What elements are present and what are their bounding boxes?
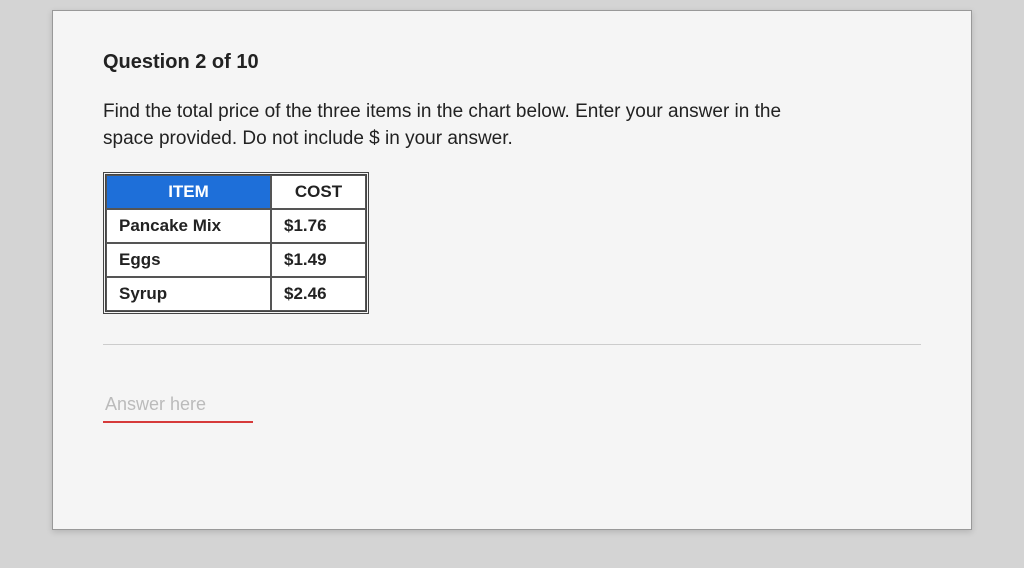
table-cell-cost: $1.49	[271, 243, 366, 277]
answer-area	[103, 390, 253, 423]
table-cell-item: Eggs	[106, 243, 271, 277]
question-prompt: Find the total price of the three items …	[103, 99, 823, 152]
question-header: Question 2 of 10	[103, 51, 921, 74]
table-row: Pancake Mix $1.76	[106, 209, 366, 243]
answer-input[interactable]	[103, 390, 253, 423]
table-header-item: ITEM	[106, 175, 271, 209]
table-row: Syrup $2.46	[106, 277, 366, 311]
cost-table: ITEM COST Pancake Mix $1.76 Eggs $1.49 S…	[103, 172, 369, 314]
table-row: Eggs $1.49	[106, 243, 366, 277]
question-panel: Question 2 of 10 Find the total price of…	[52, 10, 972, 530]
table-cell-cost: $2.46	[271, 277, 366, 311]
table-cell-cost: $1.76	[271, 209, 366, 243]
table-header-row: ITEM COST	[106, 175, 366, 209]
table-cell-item: Pancake Mix	[106, 209, 271, 243]
table-cell-item: Syrup	[106, 277, 271, 311]
table-header-cost: COST	[271, 175, 366, 209]
divider	[103, 344, 921, 345]
